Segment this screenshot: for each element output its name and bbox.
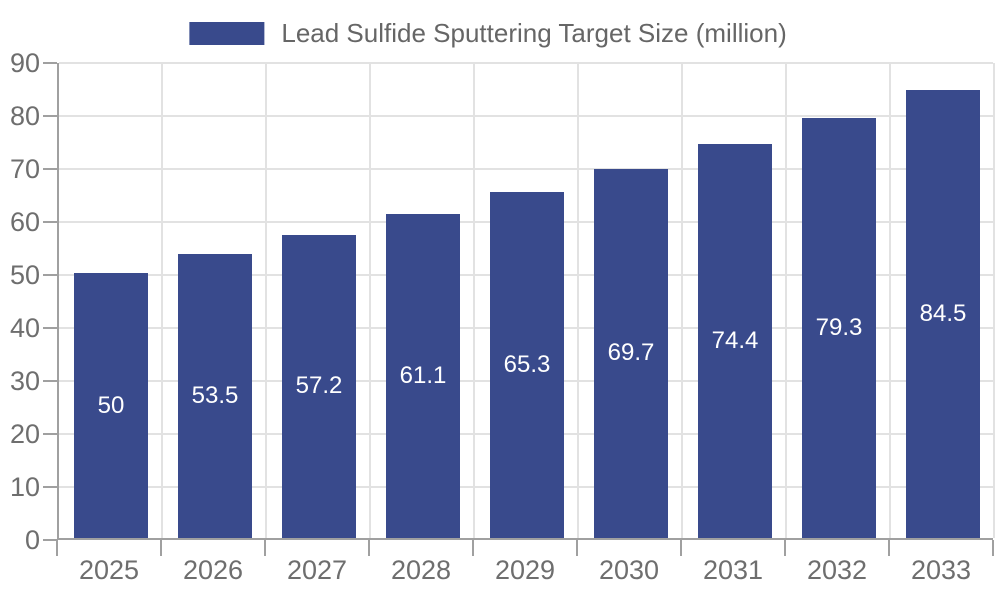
x-axis-tick bbox=[680, 540, 682, 556]
y-axis-tick bbox=[43, 327, 57, 329]
gridline-vertical bbox=[785, 63, 787, 538]
y-axis-label: 0 bbox=[24, 525, 40, 555]
bar: 74.4 bbox=[698, 143, 772, 538]
bar: 84.5 bbox=[906, 90, 980, 538]
bar: 61.1 bbox=[386, 214, 460, 538]
y-axis-label: 80 bbox=[9, 101, 40, 131]
x-axis-label: 2029 bbox=[494, 555, 556, 585]
legend-label: Lead Sulfide Sputtering Target Size (mil… bbox=[281, 18, 787, 48]
gridline-vertical bbox=[369, 63, 371, 538]
x-axis-label: 2033 bbox=[910, 555, 972, 585]
x-axis-tick bbox=[264, 540, 266, 556]
gridline-vertical bbox=[993, 63, 995, 538]
gridline-vertical bbox=[473, 63, 475, 538]
bar-value-label: 61.1 bbox=[399, 362, 447, 390]
x-axis-label: 2026 bbox=[182, 555, 244, 585]
x-axis-tick bbox=[368, 540, 370, 556]
gridline-horizontal bbox=[59, 115, 993, 117]
bar-value-label: 69.7 bbox=[607, 339, 655, 367]
y-axis-label: 70 bbox=[9, 154, 40, 184]
bar-value-label: 84.5 bbox=[919, 300, 967, 328]
y-axis-label: 30 bbox=[9, 366, 40, 396]
bar: 57.2 bbox=[282, 234, 356, 538]
x-axis-tick bbox=[160, 540, 162, 556]
x-axis-tick bbox=[576, 540, 578, 556]
bar-value-label: 65.3 bbox=[503, 350, 551, 378]
y-axis-tick bbox=[43, 62, 57, 64]
gridline-vertical bbox=[681, 63, 683, 538]
y-axis-tick bbox=[43, 380, 57, 382]
bar-value-label: 50 bbox=[97, 391, 125, 419]
y-axis-tick bbox=[43, 539, 57, 541]
bar-value-label: 74.4 bbox=[711, 326, 759, 354]
bar: 79.3 bbox=[802, 117, 876, 538]
y-axis-label: 50 bbox=[9, 260, 40, 290]
bar-value-label: 57.2 bbox=[295, 372, 343, 400]
y-axis-tick bbox=[43, 115, 57, 117]
legend: Lead Sulfide Sputtering Target Size (mil… bbox=[189, 18, 787, 49]
bar-value-label: 53.5 bbox=[191, 382, 239, 410]
y-axis-label: 90 bbox=[9, 48, 40, 78]
y-axis-tick bbox=[43, 221, 57, 223]
y-axis-tick bbox=[43, 486, 57, 488]
gridline-horizontal bbox=[59, 62, 993, 64]
y-axis-label: 60 bbox=[9, 207, 40, 237]
gridline-vertical bbox=[889, 63, 891, 538]
bar-value-label: 79.3 bbox=[815, 313, 863, 341]
x-axis-label: 2032 bbox=[806, 555, 868, 585]
bar-chart-plot-area: 50 53.5 57.2 61.1 65.3 69.7 74.4 79.3 84.5 bbox=[57, 62, 995, 540]
gridline-vertical bbox=[577, 63, 579, 538]
y-axis-tick bbox=[43, 168, 57, 170]
bar: 69.7 bbox=[594, 168, 668, 538]
x-axis-tick bbox=[888, 540, 890, 556]
y-axis-label: 10 bbox=[9, 472, 40, 502]
bar: 50 bbox=[74, 273, 148, 538]
x-axis-tick bbox=[56, 540, 58, 556]
y-axis-label: 20 bbox=[9, 419, 40, 449]
gridline-horizontal bbox=[59, 168, 993, 170]
gridline-vertical bbox=[161, 63, 163, 538]
x-axis-tick bbox=[784, 540, 786, 556]
x-axis-label: 2027 bbox=[286, 555, 348, 585]
x-axis-label: 2025 bbox=[78, 555, 140, 585]
x-axis-label: 2028 bbox=[390, 555, 452, 585]
legend-swatch bbox=[189, 22, 265, 45]
y-axis-label: 40 bbox=[9, 313, 40, 343]
y-axis-tick bbox=[43, 433, 57, 435]
x-axis-tick bbox=[992, 540, 994, 556]
x-axis-label: 2031 bbox=[702, 555, 764, 585]
y-axis-tick bbox=[43, 274, 57, 276]
x-axis-tick bbox=[472, 540, 474, 556]
bar: 53.5 bbox=[178, 254, 252, 538]
gridline-vertical bbox=[265, 63, 267, 538]
x-axis-label: 2030 bbox=[598, 555, 660, 585]
bar: 65.3 bbox=[490, 191, 564, 538]
